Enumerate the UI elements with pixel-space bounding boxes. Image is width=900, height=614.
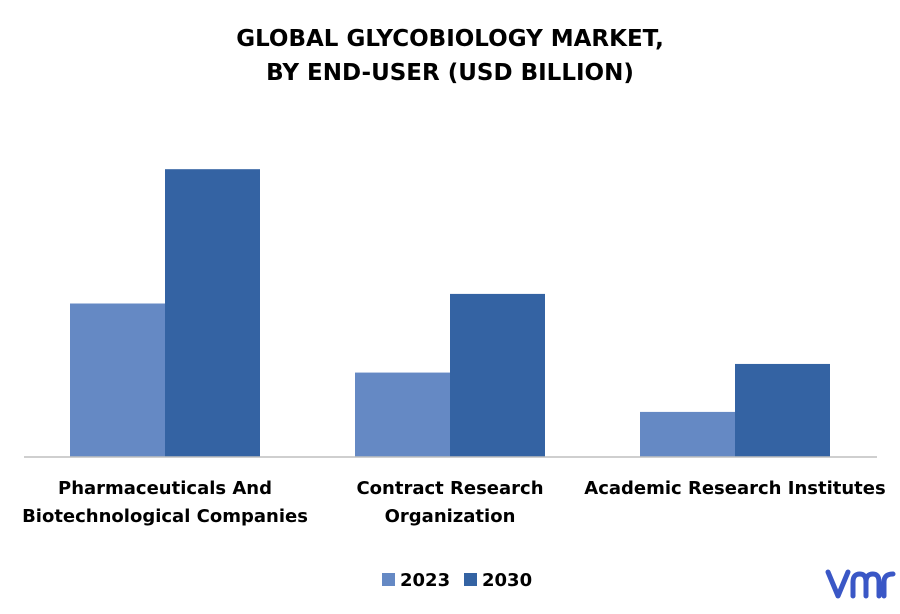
category-label-1-line-0: Contract Research [356,478,543,499]
chart-title: GLOBAL GLYCOBIOLOGY MARKET, BY END-USER … [236,26,664,86]
category-label-2-line-0: Academic Research Institutes [584,478,885,499]
bar-2030-1 [450,293,545,457]
bar-2023-0 [70,303,165,457]
bar-2023-1 [355,372,450,457]
chart-title-line-2: BY END-USER (USD BILLION) [266,60,634,86]
legend-swatch-2023 [382,573,395,586]
bar-2030-2 [735,363,830,457]
bar-group [70,169,830,457]
chart-title-line-1: GLOBAL GLYCOBIOLOGY MARKET, [236,26,664,52]
legend-swatch-2030 [464,573,477,586]
category-label-1-line-1: Organization [385,506,516,527]
category-label-0-line-0: Pharmaceuticals And [58,478,272,499]
category-label-0-line-1: Biotechnological Companies [22,506,308,527]
legend-label-2030: 2030 [482,570,532,591]
bar-2023-2 [640,411,735,457]
bar-2030-0 [165,169,260,457]
legend-label-2023: 2023 [400,570,450,591]
legend: 2023 2030 [382,570,532,591]
vmr-logo-icon [825,569,896,599]
category-labels: Pharmaceuticals And Biotechnological Comp… [22,478,886,527]
